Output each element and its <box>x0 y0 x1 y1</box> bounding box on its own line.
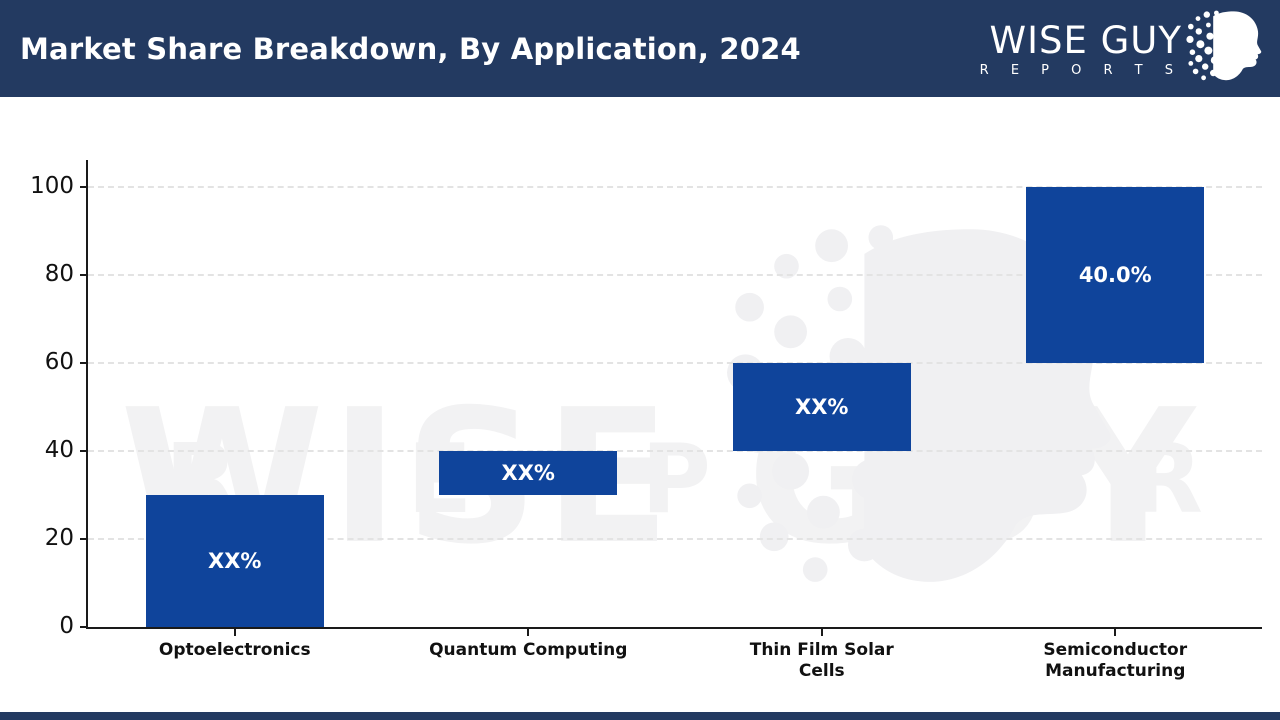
bar-thin-film-solar-cells: XX% <box>732 363 911 451</box>
x-tick-mark <box>820 628 823 636</box>
chart-title: Market Share Breakdown, By Application, … <box>20 31 801 66</box>
y-gridline <box>88 186 1262 188</box>
bar-value-label: XX% <box>501 461 555 485</box>
y-gridline <box>88 450 1262 452</box>
x-category-label-line: Thin Film Solar <box>749 640 894 660</box>
y-tick-label: 80 <box>44 261 74 287</box>
y-tick-mark <box>80 450 88 452</box>
x-category-label: Semiconductor Manufacturing <box>985 640 1245 682</box>
y-axis-spine <box>86 160 88 629</box>
brand-face-dots-icon <box>1186 9 1266 89</box>
y-tick-label: 60 <box>44 349 74 375</box>
bar-value-label: XX% <box>795 395 849 419</box>
bar-value-label: 40.0% <box>1078 263 1152 287</box>
brand-name: WISE GUY <box>989 18 1182 62</box>
x-tick-mark <box>1114 628 1117 636</box>
x-tick-mark <box>233 628 236 636</box>
bar-value-label: XX% <box>208 549 262 573</box>
y-tick-mark <box>80 186 88 188</box>
y-tick-label: 100 <box>30 173 74 199</box>
bar-semiconductor-manufacturing: 40.0% <box>1026 187 1205 363</box>
x-category-label-line: Manufacturing <box>1045 661 1186 681</box>
x-tick-mark <box>527 628 530 636</box>
x-category-label-line: Quantum Computing <box>429 640 628 660</box>
x-category-label-line: Optoelectronics <box>158 640 311 660</box>
y-tick-label: 20 <box>44 525 74 551</box>
y-tick-mark <box>80 274 88 276</box>
header-bar: Market Share Breakdown, By Application, … <box>0 0 1280 97</box>
brand-subtitle: R E P O R T S <box>979 62 1182 78</box>
x-category-label-line: Cells <box>798 661 845 681</box>
y-tick-mark <box>80 538 88 540</box>
y-gridline <box>88 274 1262 276</box>
y-gridline <box>88 362 1262 364</box>
y-tick-label: 0 <box>59 613 74 639</box>
x-category-label: Quantum Computing <box>398 640 658 661</box>
brand-logo: WISE GUY R E P O R T S <box>974 6 1266 92</box>
footer-bar <box>0 712 1280 720</box>
x-category-label: Thin Film Solar Cells <box>692 640 952 682</box>
x-category-label-line: Semiconductor <box>1043 640 1188 660</box>
y-gridline <box>88 538 1262 540</box>
x-category-label: Optoelectronics <box>105 640 365 661</box>
bar-quantum-computing: XX% <box>439 451 618 495</box>
y-tick-mark <box>80 626 88 628</box>
x-axis-spine <box>86 627 1262 629</box>
y-tick-mark <box>80 362 88 364</box>
brand-logo-text: WISE GUY R E P O R T S <box>974 18 1182 78</box>
bar-optoelectronics: XX% <box>145 495 324 627</box>
y-tick-label: 40 <box>44 437 74 463</box>
